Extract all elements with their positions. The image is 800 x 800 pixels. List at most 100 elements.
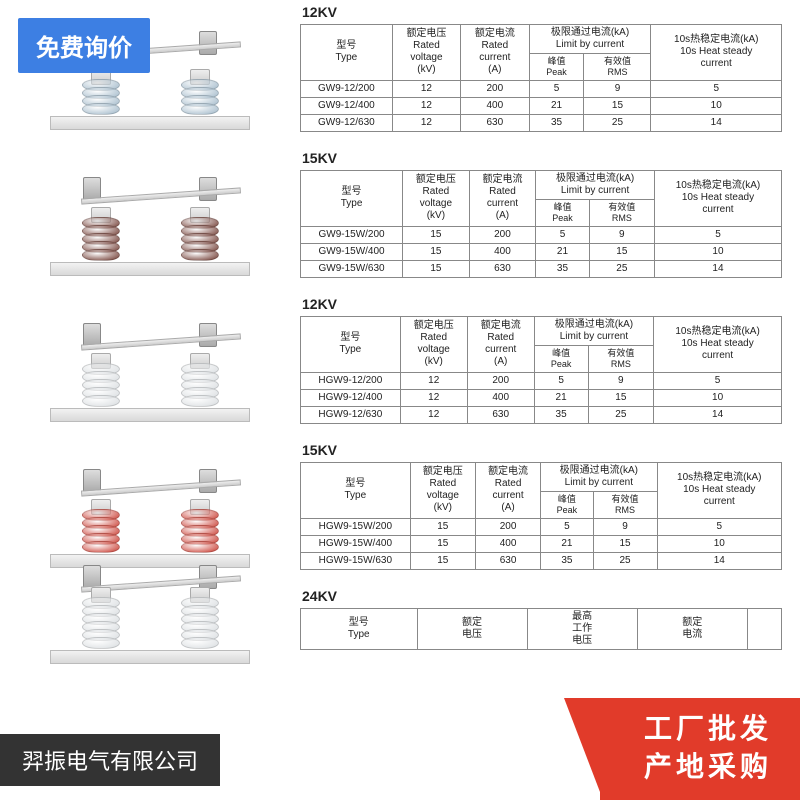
company-name: 羿振电气有限公司 — [0, 734, 220, 786]
col-subheader: 峰值Peak — [536, 200, 589, 227]
product-image — [0, 438, 300, 578]
table-cell: 630 — [467, 406, 534, 423]
free-quote-badge[interactable]: 免费询价 — [18, 18, 150, 73]
product-image — [0, 146, 300, 286]
product-section: 12KV型号Type额定电压Ratedvoltage(kV)额定电流Ratedc… — [0, 292, 800, 432]
insulator — [181, 69, 219, 115]
table-cell: GW9-12/200 — [301, 80, 393, 97]
promo-block: 工厂批发 产地采购 — [600, 698, 800, 800]
promo-line-1: 工厂批发 — [644, 710, 772, 748]
col-header: 极限通过电流(kA)Limit by current — [541, 463, 657, 492]
table-cell: 15 — [589, 243, 654, 260]
product-image — [0, 292, 300, 432]
table-row: GW9-15W/40015400211510 — [301, 243, 782, 260]
table-cell: 10 — [654, 243, 781, 260]
table-cell: 12 — [392, 114, 460, 131]
voltage-title: 15KV — [302, 442, 782, 458]
table-cell: GW9-15W/630 — [301, 260, 403, 277]
table-cell: 400 — [475, 535, 540, 552]
footer: 羿振电气有限公司 工厂批发 产地采购 — [0, 690, 800, 800]
table-cell: 25 — [589, 260, 654, 277]
col-subheader: 有效值RMS — [588, 346, 654, 373]
table-cell: 630 — [469, 260, 536, 277]
col-header: 极限通过电流(kA)Limit by current — [529, 25, 651, 54]
col-header: 额定电流Ratedcurrent(A) — [475, 463, 540, 519]
spec-table: 型号Type额定电压Ratedvoltage(kV)额定电流Ratedcurre… — [300, 170, 782, 278]
insulator — [82, 353, 120, 407]
table-cell: 10 — [657, 535, 782, 552]
insulator — [82, 499, 120, 553]
col-header: 额定电流 — [637, 609, 747, 650]
table-cell: 10 — [651, 97, 782, 114]
table-cell: 400 — [467, 389, 534, 406]
col-header: 极限通过电流(kA)Limit by current — [534, 317, 653, 346]
col-header — [747, 609, 781, 650]
col-subheader: 有效值RMS — [584, 54, 651, 81]
table-cell: 12 — [392, 97, 460, 114]
table-cell: 9 — [589, 226, 654, 243]
table-cell: 400 — [461, 97, 529, 114]
table-cell: 25 — [593, 552, 657, 569]
col-header: 极限通过电流(kA)Limit by current — [536, 171, 655, 200]
table-cell: 200 — [467, 372, 534, 389]
table-row: HGW9-12/40012400211510 — [301, 389, 782, 406]
col-header: 最高工作电压 — [527, 609, 637, 650]
col-header: 额定电流Ratedcurrent(A) — [469, 171, 536, 227]
table-row: HGW9-15W/63015630352514 — [301, 552, 782, 569]
table-cell: HGW9-15W/200 — [301, 518, 411, 535]
product-section: 24KV 型号Type额定电压最高工作电压额定电流 — [0, 584, 800, 674]
table-cell: HGW9-12/400 — [301, 389, 401, 406]
table-cell: 15 — [410, 518, 475, 535]
voltage-title: 12KV — [302, 4, 782, 20]
table-cell: 200 — [469, 226, 536, 243]
spec-table: 型号Type额定电压Ratedvoltage(kV)额定电流Ratedcurre… — [300, 462, 782, 570]
insulator — [181, 587, 219, 649]
col-header: 额定电压Ratedvoltage(kV) — [403, 171, 470, 227]
table-cell: 400 — [469, 243, 536, 260]
table-cell: 15 — [584, 97, 651, 114]
table-cell: 10 — [654, 389, 782, 406]
insulator — [181, 207, 219, 261]
table-cell: 25 — [584, 114, 651, 131]
table-cell: 5 — [654, 372, 782, 389]
col-header: 10s热稳定电流(kA)10s Heat steadycurrent — [657, 463, 782, 519]
table-cell: 14 — [654, 406, 782, 423]
table-cell: 21 — [536, 243, 589, 260]
col-header: 额定电压Ratedvoltage(kV) — [400, 317, 467, 373]
table-row: GW9-15W/63015630352514 — [301, 260, 782, 277]
voltage-title: 24KV — [302, 588, 782, 604]
table-cell: 5 — [536, 226, 589, 243]
table-cell: 9 — [584, 80, 651, 97]
table-cell: 15 — [403, 226, 470, 243]
table-cell: 14 — [654, 260, 781, 277]
table-cell: 15 — [588, 389, 654, 406]
insulator — [82, 207, 120, 261]
col-header: 型号Type — [301, 609, 418, 650]
table-cell: 5 — [529, 80, 584, 97]
table-cell: 630 — [475, 552, 540, 569]
table-cell: 630 — [461, 114, 529, 131]
table-cell: 5 — [654, 226, 781, 243]
table-row: HGW9-15W/40015400211510 — [301, 535, 782, 552]
col-header: 10s热稳定电流(kA)10s Heat steadycurrent — [651, 25, 782, 81]
table-row: GW9-12/40012400211510 — [301, 97, 782, 114]
table-cell: HGW9-15W/630 — [301, 552, 411, 569]
insulator — [181, 353, 219, 407]
col-header: 额定电压Ratedvoltage(kV) — [392, 25, 460, 81]
table-cell: 35 — [534, 406, 588, 423]
spec-table: 型号Type额定电压Ratedvoltage(kV)额定电流Ratedcurre… — [300, 316, 782, 424]
col-header: 额定电压 — [417, 609, 527, 650]
insulator — [82, 69, 120, 115]
insulator — [82, 587, 120, 649]
promo-line-2: 产地采购 — [644, 748, 772, 786]
table-cell: 9 — [588, 372, 654, 389]
col-header: 型号Type — [301, 463, 411, 519]
table-cell: 12 — [400, 406, 467, 423]
table-cell: 21 — [529, 97, 584, 114]
table-row: GW9-12/20012200595 — [301, 80, 782, 97]
insulator — [181, 499, 219, 553]
col-header: 型号Type — [301, 25, 393, 81]
table-cell: GW9-12/630 — [301, 114, 393, 131]
table-cell: 200 — [475, 518, 540, 535]
table-cell: 35 — [536, 260, 589, 277]
